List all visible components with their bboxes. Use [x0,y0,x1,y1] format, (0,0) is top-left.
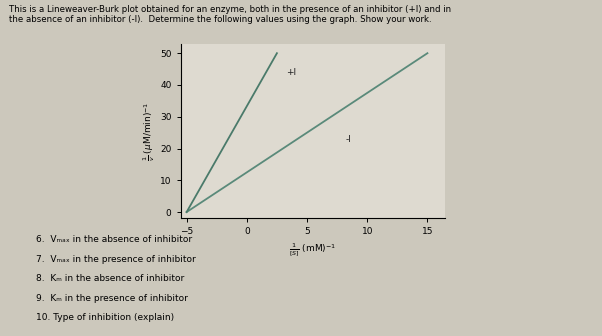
Text: 10. Type of inhibition (explain): 10. Type of inhibition (explain) [36,313,174,322]
X-axis label: $\frac{1}{[S]}$ (mM)$^{-1}$: $\frac{1}{[S]}$ (mM)$^{-1}$ [290,242,337,259]
Text: +I: +I [287,69,297,77]
Text: This is a Lineweaver-Burk plot obtained for an enzyme, both in the presence of a: This is a Lineweaver-Burk plot obtained … [9,5,451,14]
Text: 9.  Kₘ in the presence of inhibitor: 9. Kₘ in the presence of inhibitor [36,294,188,303]
Text: 6.  Vₘₐₓ in the absence of inhibitor: 6. Vₘₐₓ in the absence of inhibitor [36,235,192,244]
Text: 8.  Kₘ in the absence of inhibitor: 8. Kₘ in the absence of inhibitor [36,274,184,283]
Text: 7.  Vₘₐₓ in the presence of inhibitor: 7. Vₘₐₓ in the presence of inhibitor [36,255,196,264]
Y-axis label: $\frac{1}{v}$ ($\mu$M/min)$^{-1}$: $\frac{1}{v}$ ($\mu$M/min)$^{-1}$ [142,101,157,161]
Text: -I: -I [346,135,352,144]
Text: the absence of an inhibitor (-I).  Determine the following values using the grap: the absence of an inhibitor (-I). Determ… [9,15,432,24]
